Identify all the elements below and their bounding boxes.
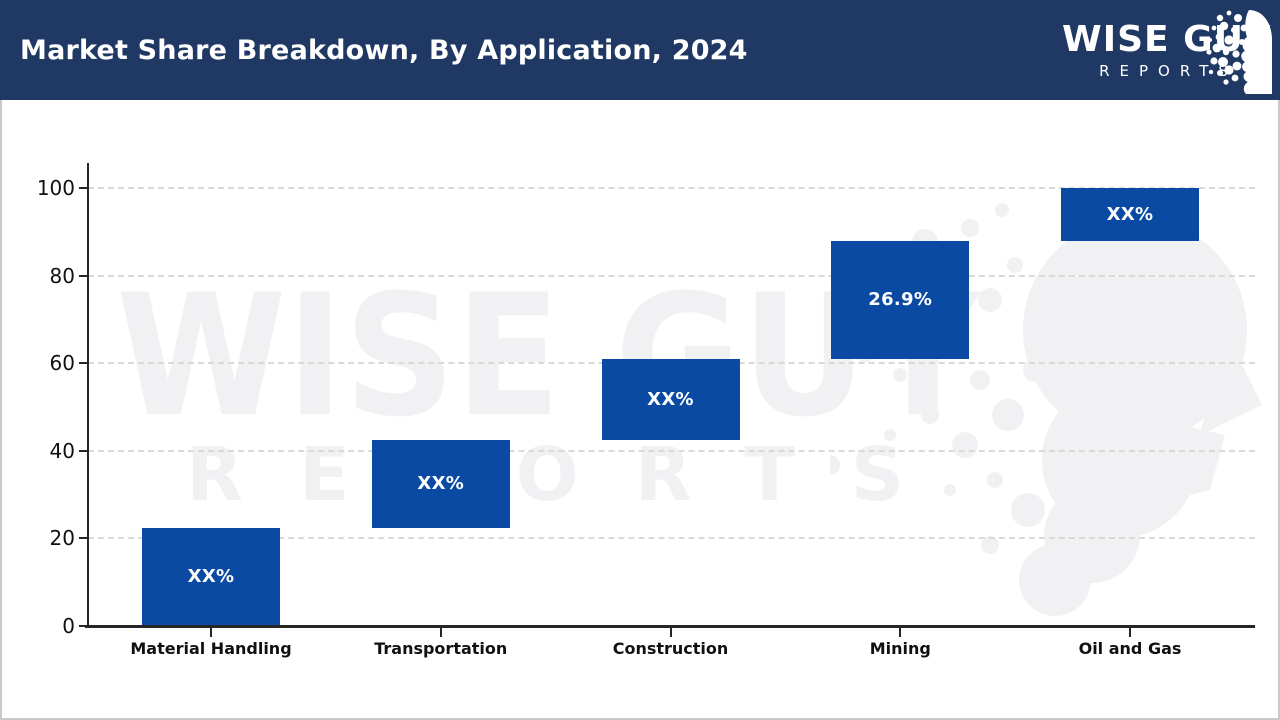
header-bar: Market Share Breakdown, By Application, … (0, 0, 1280, 100)
brand-subtitle: REPORTS (1099, 62, 1238, 80)
y-axis-line (86, 163, 89, 628)
x-axis-label-transportation: Transportation (374, 639, 508, 658)
x-tick-mining (899, 628, 902, 637)
y-tick-label-60: 60 (49, 351, 75, 375)
x-axis-label-mining: Mining (869, 639, 931, 658)
x-axis-label-material-handling: Material Handling (130, 639, 292, 658)
x-axis-label-construction: Construction (612, 639, 729, 658)
y-tick-100 (79, 187, 87, 189)
y-tick-label-0: 0 (62, 613, 75, 638)
bar-material-handling: XX% (142, 527, 280, 626)
gridline-80 (88, 274, 1255, 277)
bar-construction: XX% (601, 358, 740, 440)
x-tick-material-handling (210, 628, 212, 637)
bar-oil-and-gas: XX% (1061, 188, 1199, 241)
y-tick-0 (79, 624, 87, 627)
y-tick-20 (79, 537, 87, 539)
bar-mining: 26.9% (831, 240, 970, 359)
x-tick-transportation (439, 628, 442, 637)
bar-value-label: XX% (647, 388, 694, 410)
x-axis-line (85, 625, 1255, 628)
brand-logo: WISE GUY REPORTS (1026, 4, 1276, 96)
gridline-20 (88, 537, 1255, 539)
x-axis-label-oil-and-gas: Oil and Gas (1078, 639, 1182, 658)
x-tick-oil-and-gas (1129, 628, 1131, 637)
y-tick-label-80: 80 (49, 263, 75, 288)
y-tick-label-40: 40 (49, 438, 75, 463)
gridline-40 (88, 449, 1255, 452)
gridline-100 (88, 187, 1255, 189)
bar-value-label: XX% (1106, 203, 1154, 225)
bar-transportation: XX% (371, 439, 510, 528)
bar-value-label: XX% (187, 566, 235, 588)
y-tick-label-100: 100 (36, 176, 75, 200)
x-tick-construction (669, 628, 672, 637)
page-title: Market Share Breakdown, By Application, … (20, 34, 748, 66)
y-tick-40 (79, 449, 87, 452)
y-tick-60 (79, 362, 87, 364)
y-tick-80 (79, 274, 87, 277)
bar-value-label: XX% (417, 473, 465, 495)
brand-head-icon (1206, 10, 1272, 94)
bar-value-label: 26.9% (868, 289, 933, 311)
y-tick-label-20: 20 (49, 526, 75, 550)
